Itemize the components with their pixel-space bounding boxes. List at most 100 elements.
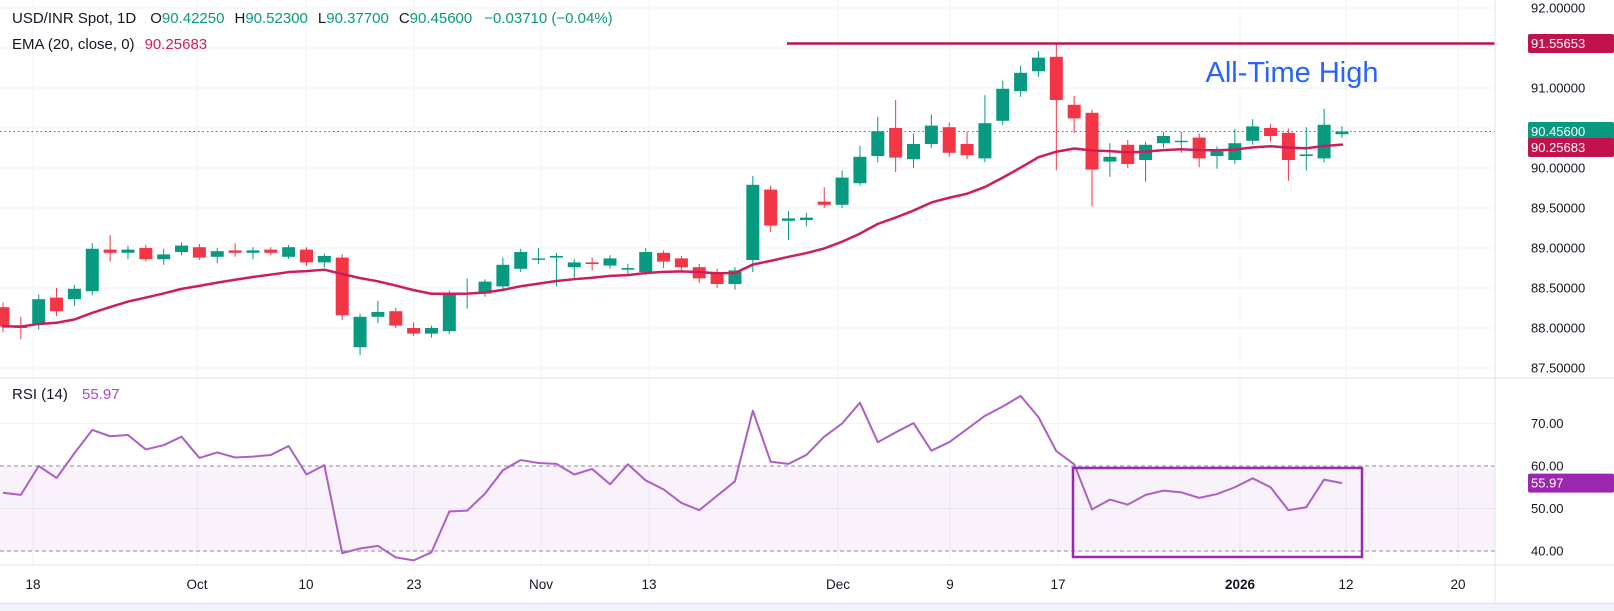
candle[interactable] xyxy=(353,313,367,356)
candle-body xyxy=(621,268,635,270)
candle[interactable] xyxy=(674,256,688,272)
candle[interactable] xyxy=(1281,128,1295,181)
candle[interactable] xyxy=(192,244,206,260)
price-axis[interactable]: 92.0000091.5000091.0000090.5000090.00000… xyxy=(1531,1,1585,376)
candle[interactable] xyxy=(746,176,760,272)
candle[interactable] xyxy=(871,116,885,163)
candle[interactable] xyxy=(121,245,135,260)
svg-text:91.55653: 91.55653 xyxy=(1531,36,1585,51)
price-tick-label: 88.50000 xyxy=(1531,281,1585,296)
candle-body xyxy=(710,272,724,284)
candle[interactable] xyxy=(853,145,867,186)
candle[interactable] xyxy=(764,185,778,232)
candle-body xyxy=(282,247,296,257)
candle[interactable] xyxy=(514,248,528,272)
candle[interactable] xyxy=(996,80,1010,125)
candle[interactable] xyxy=(282,244,296,260)
price-tick-label: 89.00000 xyxy=(1531,241,1585,256)
candle[interactable] xyxy=(924,114,938,148)
candle[interactable] xyxy=(585,257,599,271)
candle[interactable] xyxy=(1014,65,1028,97)
candle[interactable] xyxy=(85,243,99,296)
symbol-legend-row[interactable]: USD/INR Spot, 1D O90.42250 H90.52300 L90… xyxy=(12,5,613,31)
rsi-axis[interactable]: 70.00 60.00 50.00 40.00 xyxy=(1531,416,1564,559)
candle[interactable] xyxy=(478,279,492,297)
candle[interactable] xyxy=(817,187,831,208)
candle[interactable] xyxy=(1246,119,1260,145)
time-axis[interactable]: 18 Oct 10 23 Nov 13 Dec 9 17 2026 12 20 xyxy=(0,565,1614,603)
rsi-box-annotation[interactable] xyxy=(1071,466,1364,559)
candle[interactable] xyxy=(175,242,189,256)
candle[interactable] xyxy=(799,212,813,227)
candle[interactable] xyxy=(1228,128,1242,164)
time-tick-label: Dec xyxy=(825,577,851,592)
candle[interactable] xyxy=(835,170,849,208)
candle[interactable] xyxy=(335,254,349,320)
candle-body xyxy=(264,249,278,253)
candle[interactable] xyxy=(407,322,421,336)
candle[interactable] xyxy=(907,133,920,168)
ema-line[interactable] xyxy=(1,143,1344,328)
time-tick-label: 18 xyxy=(25,577,41,592)
candle[interactable] xyxy=(442,290,456,335)
ath-text-annotation[interactable]: All-Time High xyxy=(1205,57,1379,89)
candle[interactable] xyxy=(1139,141,1153,182)
candle[interactable] xyxy=(50,288,64,316)
candle-body xyxy=(1103,156,1117,162)
candle-body xyxy=(1156,136,1170,144)
candle[interactable] xyxy=(639,248,653,276)
rsi-legend-row[interactable]: RSI (14) 55.97 xyxy=(12,386,120,403)
candle-body xyxy=(157,254,171,260)
ath-price-badge: 91.55653 xyxy=(1528,33,1614,53)
candle[interactable] xyxy=(246,247,260,260)
candle[interactable] xyxy=(567,259,581,280)
candle[interactable] xyxy=(228,243,242,257)
time-tick-label: 9 xyxy=(946,577,954,592)
candle[interactable] xyxy=(157,248,171,265)
candle[interactable] xyxy=(496,257,510,290)
candles[interactable] xyxy=(0,43,1349,356)
candle[interactable] xyxy=(1317,108,1331,163)
candle[interactable] xyxy=(1121,140,1135,168)
candle[interactable] xyxy=(1031,51,1045,77)
candle[interactable] xyxy=(889,100,903,172)
candle-body xyxy=(335,257,349,316)
candle[interactable] xyxy=(371,300,385,324)
time-tick-label: Oct xyxy=(186,577,208,592)
candle[interactable] xyxy=(1067,96,1081,133)
candle-body xyxy=(1014,72,1028,92)
candle[interactable] xyxy=(1049,43,1063,171)
candle[interactable] xyxy=(317,253,331,268)
candle[interactable] xyxy=(782,211,796,240)
candle[interactable] xyxy=(1085,109,1099,207)
candle[interactable] xyxy=(264,247,278,256)
candle-body xyxy=(175,245,189,252)
candle[interactable] xyxy=(621,264,635,276)
candle[interactable] xyxy=(657,250,671,268)
ema-legend-row[interactable]: EMA (20, close, 0) 90.25683 xyxy=(12,31,613,57)
candle-body xyxy=(889,128,903,158)
candle[interactable] xyxy=(1264,124,1278,142)
candle-body xyxy=(496,264,510,287)
candle[interactable] xyxy=(1335,126,1349,138)
candle[interactable] xyxy=(603,255,617,269)
rsi-line[interactable] xyxy=(2,394,1343,562)
candle[interactable] xyxy=(67,284,81,306)
candle[interactable] xyxy=(14,316,28,340)
candle[interactable] xyxy=(978,95,992,163)
candle[interactable] xyxy=(1103,143,1117,177)
candle[interactable] xyxy=(942,122,956,157)
candle[interactable] xyxy=(960,132,974,160)
candle[interactable] xyxy=(389,308,403,328)
candle-body xyxy=(442,293,456,332)
candle[interactable] xyxy=(300,247,313,266)
rsi-tick-label: 70.00 xyxy=(1531,416,1564,431)
candle[interactable] xyxy=(1156,132,1170,148)
candle[interactable] xyxy=(424,325,438,338)
candle[interactable] xyxy=(210,248,224,264)
rsi-tick-label: 40.00 xyxy=(1531,544,1564,559)
candle[interactable] xyxy=(103,235,117,262)
candle[interactable] xyxy=(532,248,546,264)
candle[interactable] xyxy=(139,244,153,262)
symbol-title: USD/INR Spot, 1D xyxy=(12,9,137,27)
